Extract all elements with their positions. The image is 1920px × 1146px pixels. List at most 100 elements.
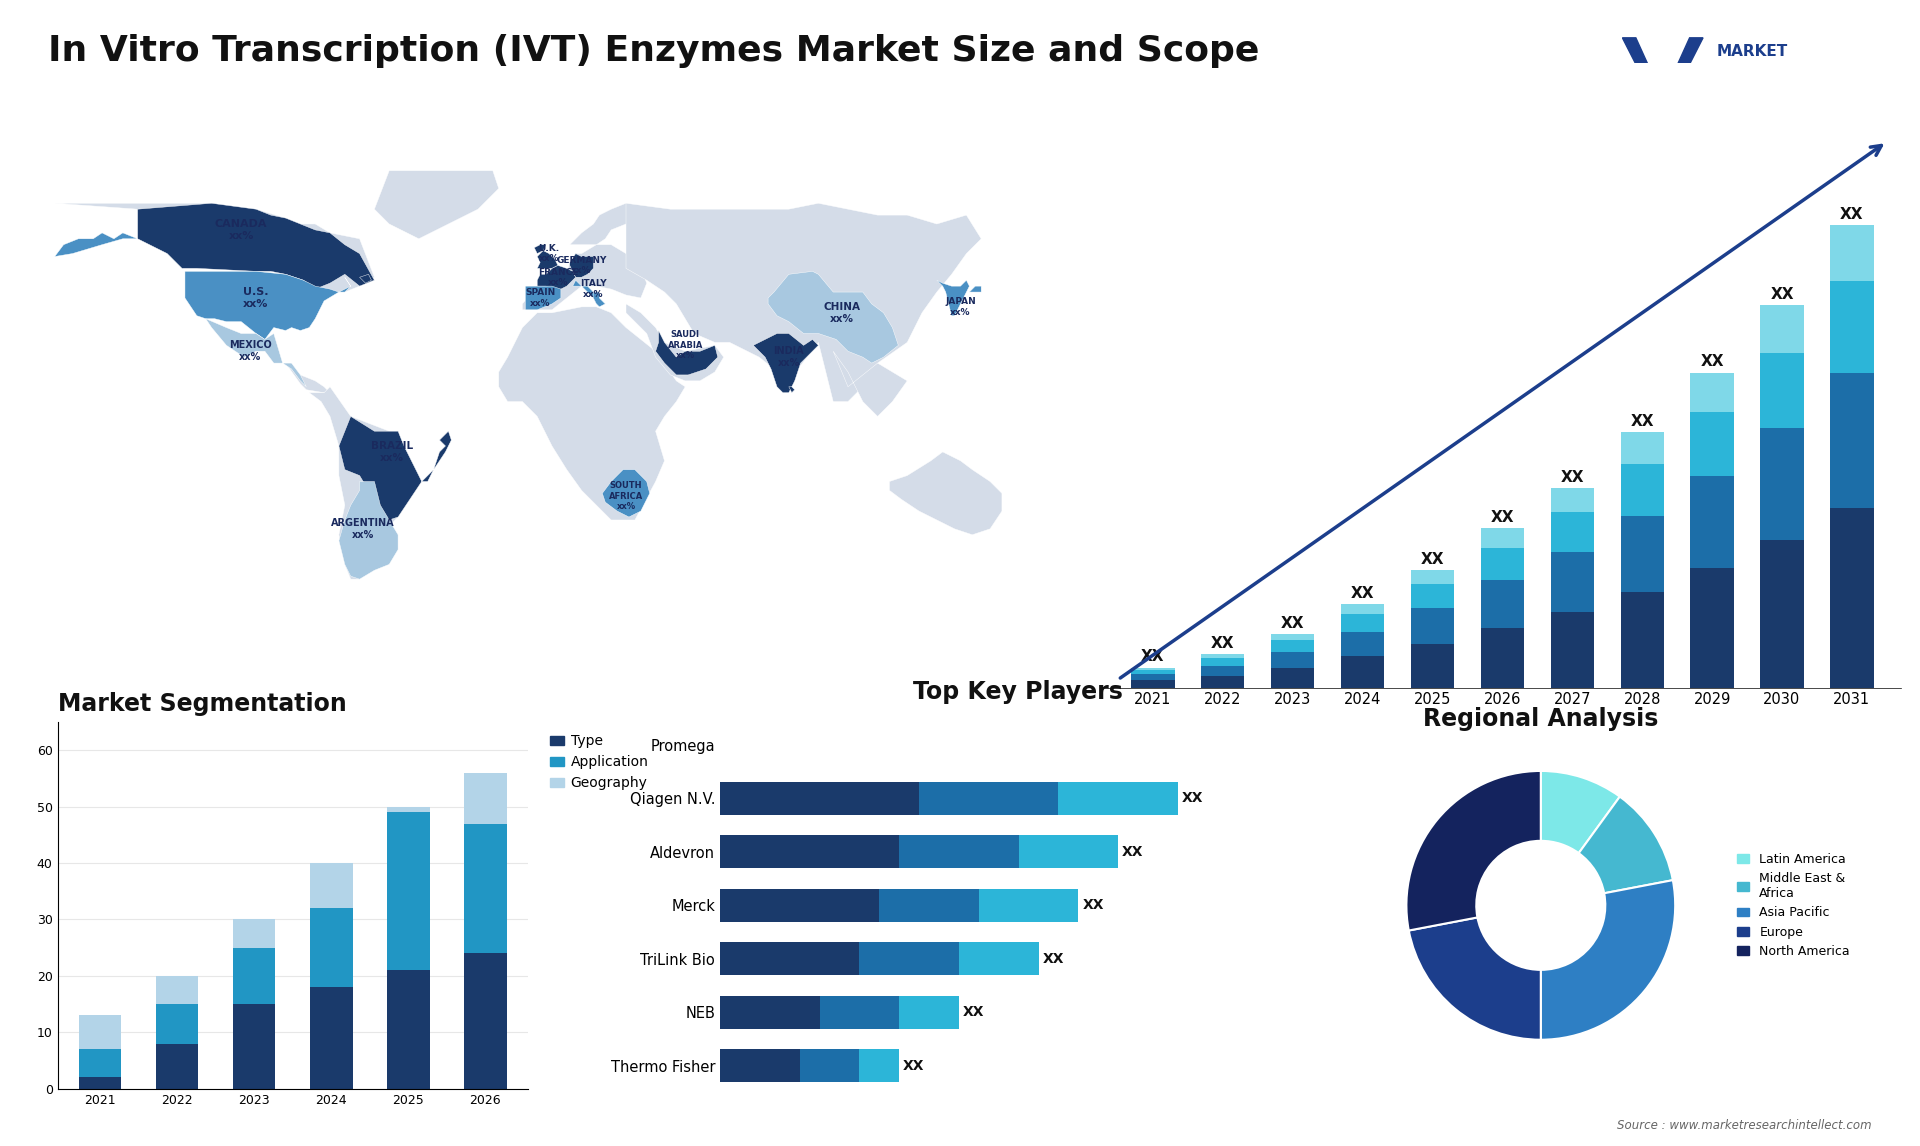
Polygon shape	[526, 286, 561, 309]
Text: XX: XX	[1701, 354, 1724, 369]
Bar	[1202, 658, 1244, 666]
Bar	[1271, 668, 1315, 688]
Polygon shape	[937, 281, 970, 316]
Text: MARKET: MARKET	[1716, 45, 1788, 60]
Bar	[899, 996, 958, 1029]
Text: SAUDI
ARABIA
xx%: SAUDI ARABIA xx%	[668, 330, 703, 360]
Bar	[1202, 653, 1244, 658]
Text: XX: XX	[1281, 615, 1304, 630]
Bar	[1620, 464, 1665, 516]
Polygon shape	[768, 272, 899, 363]
Bar	[1340, 604, 1384, 614]
Circle shape	[1500, 865, 1580, 945]
Bar	[1551, 512, 1594, 552]
Text: U.K.
xx%: U.K. xx%	[538, 244, 559, 264]
Polygon shape	[522, 245, 647, 309]
Bar	[1480, 528, 1524, 548]
Bar	[1411, 570, 1453, 584]
Bar	[920, 782, 1058, 815]
Bar	[799, 1050, 860, 1083]
Bar	[720, 835, 899, 869]
Text: ITALY
xx%: ITALY xx%	[580, 280, 607, 299]
Bar	[156, 1004, 198, 1044]
Bar	[1411, 644, 1453, 688]
Text: U.S.
xx%: U.S. xx%	[244, 288, 269, 308]
Bar	[1340, 631, 1384, 656]
Polygon shape	[789, 387, 795, 393]
Bar	[720, 942, 860, 975]
Polygon shape	[205, 319, 307, 387]
Bar	[1271, 639, 1315, 652]
Bar	[79, 1050, 121, 1077]
Bar	[79, 1015, 121, 1050]
Bar	[388, 807, 430, 813]
Bar	[1830, 508, 1874, 688]
Bar	[1131, 668, 1175, 669]
Polygon shape	[184, 272, 351, 339]
Bar	[1411, 584, 1453, 607]
Polygon shape	[655, 330, 718, 375]
Bar	[720, 889, 879, 921]
Text: SOUTH
AFRICA
xx%: SOUTH AFRICA xx%	[609, 481, 643, 511]
Text: XX: XX	[1490, 510, 1515, 525]
Text: Market Segmentation: Market Segmentation	[58, 692, 346, 716]
Text: ARGENTINA
xx%: ARGENTINA xx%	[330, 518, 394, 540]
Bar	[79, 1077, 121, 1089]
Bar	[232, 919, 275, 948]
Wedge shape	[1409, 918, 1540, 1039]
Text: XX: XX	[1121, 845, 1144, 858]
Text: XX: XX	[962, 1005, 985, 1019]
Text: MEXICO
xx%: MEXICO xx%	[228, 340, 271, 362]
Text: XX: XX	[1083, 898, 1104, 912]
Bar	[1690, 477, 1734, 568]
Bar	[1411, 607, 1453, 644]
Polygon shape	[286, 363, 330, 393]
Text: INDIA
xx%: INDIA xx%	[774, 346, 804, 368]
Legend: Latin America, Middle East &
Africa, Asia Pacific, Europe, North America: Latin America, Middle East & Africa, Asi…	[1732, 848, 1855, 963]
Polygon shape	[534, 245, 545, 253]
Bar	[1480, 628, 1524, 688]
Polygon shape	[538, 266, 576, 289]
Text: XX: XX	[1561, 470, 1584, 485]
Wedge shape	[1407, 771, 1542, 931]
Bar	[388, 813, 430, 971]
Text: Source : www.marketresearchintellect.com: Source : www.marketresearchintellect.com	[1617, 1120, 1872, 1132]
Polygon shape	[538, 251, 559, 268]
Polygon shape	[970, 286, 981, 292]
Bar	[860, 942, 958, 975]
Text: INTELLECT: INTELLECT	[1716, 105, 1784, 118]
Bar	[1761, 353, 1803, 429]
Bar	[1620, 432, 1665, 464]
Bar	[1690, 413, 1734, 477]
Text: XX: XX	[1212, 636, 1235, 651]
Polygon shape	[340, 481, 397, 579]
Bar	[1020, 835, 1117, 869]
Polygon shape	[499, 307, 685, 520]
Bar	[1202, 666, 1244, 676]
Bar	[1480, 548, 1524, 580]
Polygon shape	[593, 292, 605, 307]
Bar	[465, 772, 507, 824]
Bar	[1620, 516, 1665, 591]
Polygon shape	[603, 470, 649, 517]
Text: GERMANY
xx%: GERMANY xx%	[557, 256, 607, 275]
Polygon shape	[626, 304, 724, 380]
Legend: Type, Application, Geography: Type, Application, Geography	[545, 729, 655, 796]
Text: CANADA
xx%: CANADA xx%	[215, 219, 267, 241]
Bar	[1620, 591, 1665, 688]
Polygon shape	[374, 171, 499, 238]
Bar	[1058, 782, 1177, 815]
Text: RESEARCH: RESEARCH	[1716, 74, 1807, 89]
Text: XX: XX	[1140, 650, 1165, 665]
Bar	[1131, 669, 1175, 674]
Bar	[879, 889, 979, 921]
Text: XX: XX	[1630, 414, 1653, 429]
Bar	[1830, 225, 1874, 281]
Bar	[1202, 676, 1244, 688]
Bar	[1340, 614, 1384, 631]
Text: XX: XX	[1352, 586, 1375, 601]
Bar	[388, 971, 430, 1089]
Bar	[232, 1004, 275, 1089]
Bar	[1761, 540, 1803, 688]
Wedge shape	[1540, 771, 1620, 853]
